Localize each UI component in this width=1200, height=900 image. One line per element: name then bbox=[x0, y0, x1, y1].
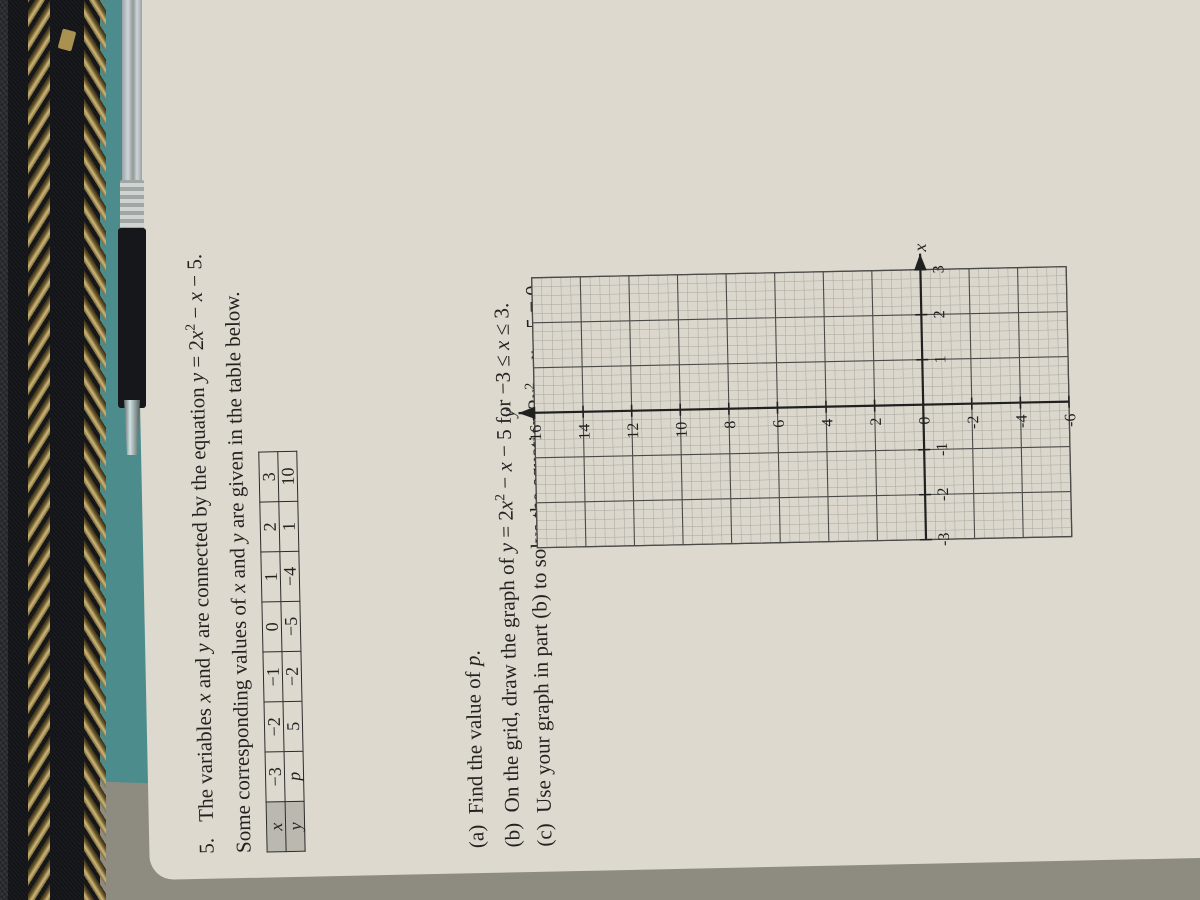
svg-text:14: 14 bbox=[576, 424, 593, 440]
svg-text:3: 3 bbox=[930, 265, 947, 273]
svg-text:8: 8 bbox=[722, 421, 739, 429]
svg-text:-2: -2 bbox=[965, 415, 982, 429]
svg-text:12: 12 bbox=[625, 423, 642, 439]
svg-text:16: 16 bbox=[528, 425, 545, 441]
svg-text:-1: -1 bbox=[934, 442, 951, 456]
svg-text:2: 2 bbox=[868, 417, 885, 425]
svg-text:4: 4 bbox=[819, 418, 836, 426]
svg-text:x: x bbox=[910, 243, 930, 252]
svg-text:6: 6 bbox=[771, 419, 788, 427]
svg-text:y: y bbox=[498, 409, 518, 419]
svg-text:1: 1 bbox=[932, 355, 949, 363]
svg-text:2: 2 bbox=[931, 310, 948, 318]
svg-text:10: 10 bbox=[674, 422, 691, 438]
svg-text:-3: -3 bbox=[936, 532, 953, 546]
svg-text:-2: -2 bbox=[935, 487, 952, 501]
svg-text:-4: -4 bbox=[1014, 414, 1031, 428]
svg-text:-6: -6 bbox=[1062, 413, 1079, 427]
svg-text:0: 0 bbox=[916, 416, 933, 424]
